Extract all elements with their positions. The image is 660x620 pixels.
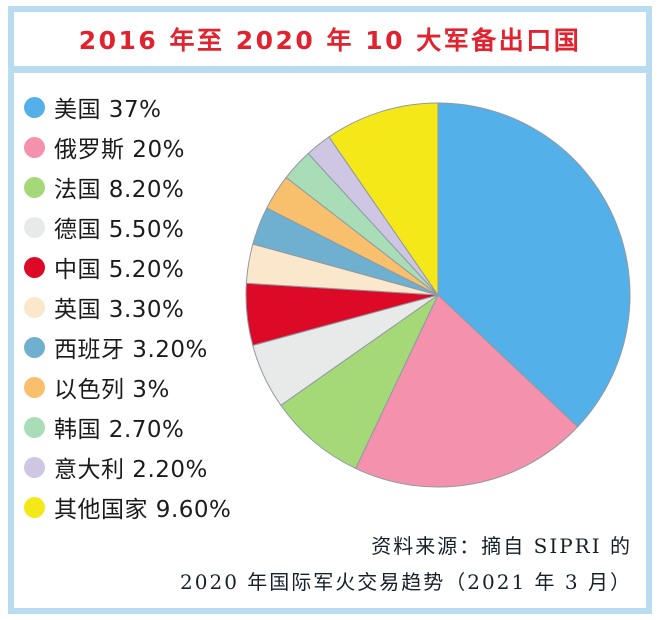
legend-item: 英国 3.30% bbox=[24, 287, 274, 327]
pie-chart-svg bbox=[245, 102, 631, 488]
legend-item-label: 以色列 3% bbox=[54, 377, 170, 403]
source-attribution: 资料来源：摘自 SIPRI 的 2020 年国际军火交易趋势（2021 年 3 … bbox=[14, 528, 646, 600]
pie-slice bbox=[354, 294, 579, 488]
chart-content-area: 美国 37% 俄罗斯 20% 法国 8.20% 德国 5.50% 中国 5.20% 英国 … bbox=[14, 73, 646, 608]
legend-item-label: 其他国家 9.60% bbox=[54, 497, 232, 523]
pie-chart bbox=[244, 101, 632, 489]
legend-color-swatch bbox=[24, 296, 45, 318]
legend-color-swatch bbox=[24, 96, 45, 118]
legend-color-swatch bbox=[24, 216, 45, 238]
legend-item-label: 西班牙 3.20% bbox=[54, 337, 208, 363]
legend-item-label: 中国 5.20% bbox=[54, 257, 185, 283]
legend: 美国 37% 俄罗斯 20% 法国 8.20% 德国 5.50% 中国 5.20% 英国 … bbox=[24, 87, 274, 527]
pie-slice bbox=[328, 102, 439, 297]
source-line-2: 2020 年国际军火交易趋势（2021 年 3 月） bbox=[180, 570, 632, 594]
legend-color-swatch bbox=[24, 376, 45, 398]
legend-color-swatch bbox=[24, 136, 45, 158]
legend-color-swatch bbox=[24, 256, 45, 278]
legend-color-swatch bbox=[24, 176, 45, 198]
legend-item-label: 俄罗斯 20% bbox=[54, 137, 185, 163]
legend-item: 其他国家 9.60% bbox=[24, 487, 274, 527]
legend-color-swatch bbox=[24, 336, 45, 358]
legend-item: 西班牙 3.20% bbox=[24, 327, 274, 367]
legend-item: 韩国 2.70% bbox=[24, 407, 274, 447]
pie-slice bbox=[437, 102, 631, 428]
legend-item: 意大利 2.20% bbox=[24, 447, 274, 487]
legend-item-label: 意大利 2.20% bbox=[54, 457, 208, 483]
legend-item-label: 法国 8.20% bbox=[54, 177, 185, 203]
legend-item: 以色列 3% bbox=[24, 367, 274, 407]
legend-item: 德国 5.50% bbox=[24, 207, 274, 247]
legend-item: 美国 37% bbox=[24, 87, 274, 127]
legend-item-label: 英国 3.30% bbox=[54, 297, 185, 323]
legend-color-swatch bbox=[24, 456, 45, 478]
legend-item-label: 德国 5.50% bbox=[54, 217, 185, 243]
title-divider bbox=[8, 66, 652, 73]
legend-item-label: 韩国 2.70% bbox=[54, 417, 185, 443]
pie-slice bbox=[280, 293, 440, 470]
legend-item-label: 美国 37% bbox=[54, 97, 162, 123]
title-bar: 2016 年至 2020 年 10 大军备出口国 bbox=[14, 12, 646, 66]
legend-color-swatch bbox=[24, 496, 45, 518]
page-title: 2016 年至 2020 年 10 大军备出口国 bbox=[78, 26, 582, 55]
legend-color-swatch bbox=[24, 416, 45, 438]
legend-item: 俄罗斯 20% bbox=[24, 127, 274, 167]
source-line-1: 资料来源：摘自 SIPRI 的 bbox=[371, 534, 632, 558]
legend-item: 法国 8.20% bbox=[24, 167, 274, 207]
legend-item: 中国 5.20% bbox=[24, 247, 274, 287]
